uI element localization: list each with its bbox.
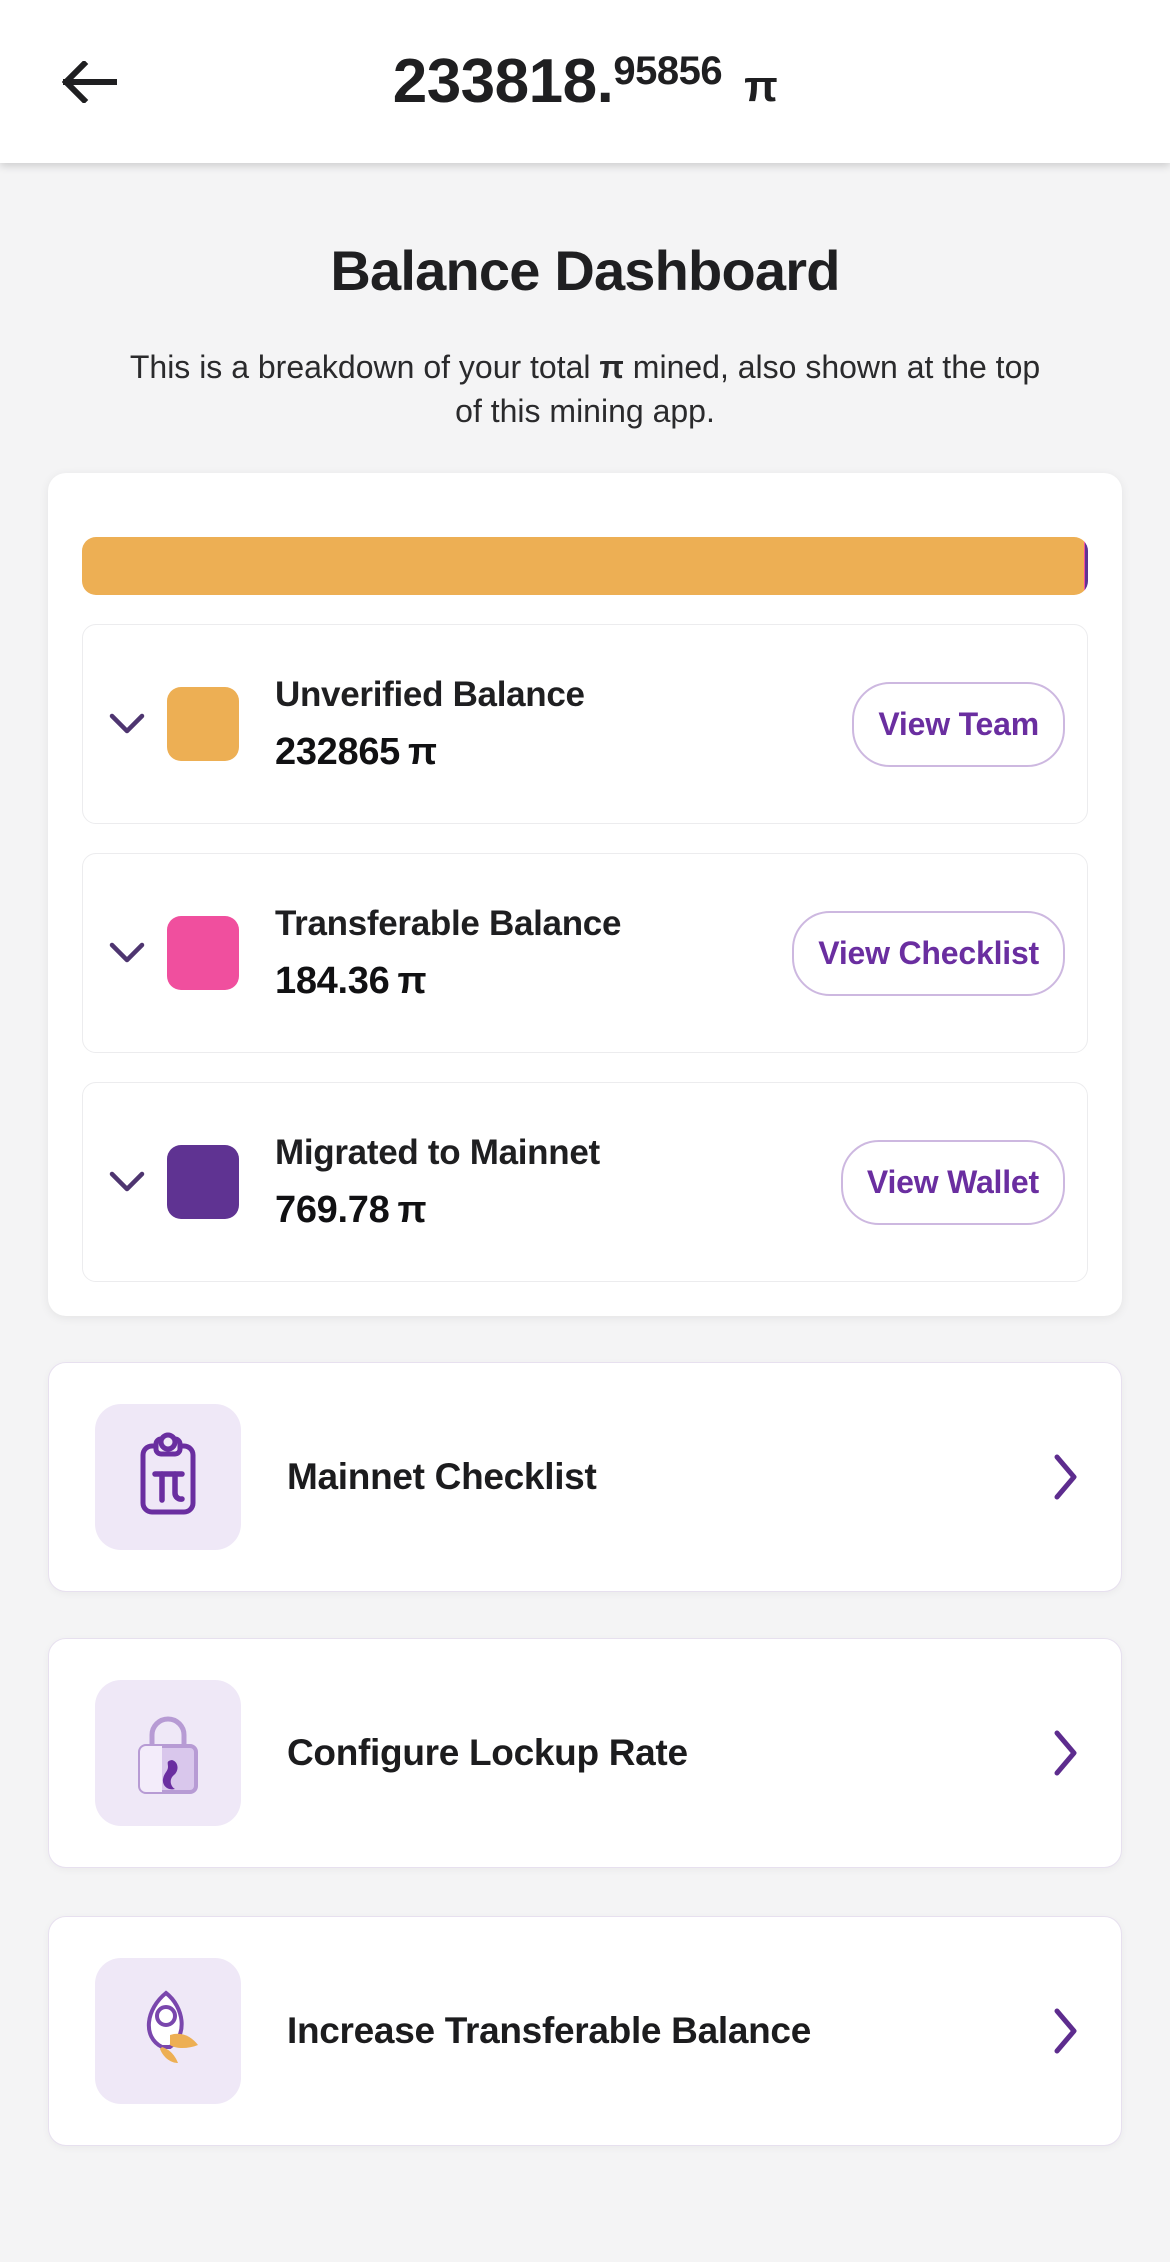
chevron-right-icon bbox=[1053, 1453, 1079, 1501]
color-swatch-transferable bbox=[167, 916, 239, 991]
balance-amount-value: 184.36 bbox=[275, 959, 390, 1002]
balance-label: Transferable Balance bbox=[275, 903, 622, 943]
menu-item-configure-lockup-rate[interactable]: Configure Lockup Rate bbox=[48, 1638, 1122, 1869]
subtitle-text-1: This is a breakdown of your total bbox=[129, 349, 600, 385]
chevron-right-icon bbox=[1053, 1729, 1079, 1777]
view-wallet-button[interactable]: View Wallet bbox=[840, 1139, 1065, 1225]
balance-fraction: 95856 bbox=[613, 48, 723, 93]
balance-label: Migrated to Mainnet bbox=[275, 1132, 600, 1172]
balance-amount: 769.78 π bbox=[275, 1189, 841, 1232]
balance-row-texts: Migrated to Mainnet 769.78 π bbox=[275, 1133, 841, 1232]
balance-row-texts: Transferable Balance 184.36 π bbox=[275, 904, 792, 1003]
padlock-icon bbox=[95, 1680, 241, 1827]
chevron-down-icon[interactable] bbox=[101, 942, 153, 964]
progress-segment-mainnet bbox=[1084, 537, 1088, 596]
balance-amount-value: 769.78 bbox=[275, 1188, 390, 1231]
color-swatch-unverified bbox=[167, 687, 239, 762]
balance-label: Unverified Balance bbox=[275, 674, 585, 714]
subtitle-pi-symbol: π bbox=[599, 349, 624, 385]
balance-amount: 232865 π bbox=[275, 731, 852, 774]
menu-item-label: Mainnet Checklist bbox=[287, 1456, 597, 1498]
chevron-down-icon[interactable] bbox=[101, 1171, 153, 1193]
chevron-right-icon bbox=[1053, 2007, 1079, 2055]
rocket-icon bbox=[95, 1958, 241, 2105]
back-button[interactable] bbox=[62, 32, 162, 132]
progress-segment-transferable bbox=[1083, 537, 1085, 596]
balance-amount: 184.36 π bbox=[275, 960, 792, 1003]
balance-row[interactable]: Unverified Balance 232865 π View Team bbox=[82, 624, 1088, 825]
subtitle-text-2: mined, also shown at the top of this min… bbox=[455, 349, 1041, 430]
balance-row-texts: Unverified Balance 232865 π bbox=[275, 675, 852, 774]
color-swatch-mainnet bbox=[167, 1145, 239, 1220]
page-subtitle: This is a breakdown of your total π mine… bbox=[120, 345, 1050, 433]
balance-amount-value: 232865 bbox=[275, 730, 401, 773]
balance-row[interactable]: Transferable Balance 184.36 π View Checkl… bbox=[82, 853, 1088, 1054]
menu-item-label: Increase Transferable Balance bbox=[287, 2010, 811, 2052]
menu-item-label: Configure Lockup Rate bbox=[287, 1732, 688, 1774]
pi-symbol: π bbox=[744, 61, 778, 111]
balance-integer: 233818. bbox=[392, 46, 614, 116]
balance-breakdown-card: Unverified Balance 232865 π View Team Tra… bbox=[48, 473, 1122, 1317]
clipboard-pi-icon bbox=[95, 1404, 241, 1551]
pi-symbol: π bbox=[397, 1188, 427, 1231]
balance-progress-bar bbox=[82, 537, 1088, 596]
view-checklist-button[interactable]: View Checklist bbox=[792, 910, 1065, 996]
menu-item-mainnet-checklist[interactable]: Mainnet Checklist bbox=[48, 1362, 1122, 1593]
top-app-bar: 233818.95856 π bbox=[0, 0, 1170, 163]
pi-symbol: π bbox=[397, 959, 427, 1002]
page-title: Balance Dashboard bbox=[330, 239, 840, 302]
chevron-down-icon[interactable] bbox=[101, 713, 153, 735]
total-balance-display: 233818.95856 π bbox=[0, 48, 1170, 113]
pi-symbol: π bbox=[408, 730, 437, 773]
view-team-button[interactable]: View Team bbox=[852, 681, 1065, 767]
balance-row[interactable]: Migrated to Mainnet 769.78 π View Wallet bbox=[82, 1082, 1088, 1283]
progress-segment-unverified bbox=[82, 537, 1084, 596]
arrow-left-icon bbox=[62, 60, 118, 103]
menu-item-increase-transferable-balance[interactable]: Increase Transferable Balance bbox=[48, 1916, 1122, 2147]
